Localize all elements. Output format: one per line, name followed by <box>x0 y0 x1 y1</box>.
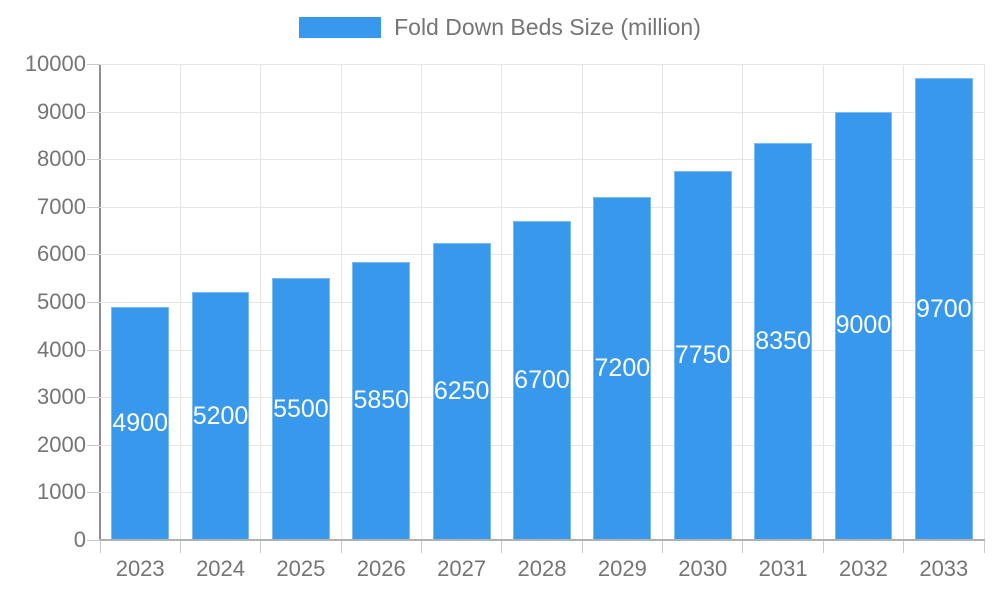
legend-swatch-icon <box>299 17 382 38</box>
y-tick-label: 1000 <box>37 479 86 505</box>
bar-value-label: 7200 <box>594 354 651 383</box>
legend-item[interactable]: Fold Down Beds Size (million) <box>299 14 701 41</box>
v-gridline <box>903 64 905 540</box>
bar-value-label: 7750 <box>674 341 731 370</box>
plot-area: 4900 5200 5500 5850 6250 6700 7200 7750 8350 9000… <box>100 64 985 540</box>
x-tick-label: 2033 <box>919 556 969 581</box>
bar-value-label: 5200 <box>192 401 249 430</box>
bar-2025[interactable]: 5500 <box>271 278 330 540</box>
x-tick-mark <box>983 541 985 553</box>
x-tick-mark <box>581 541 583 553</box>
v-gridline <box>662 64 664 540</box>
x-tick-mark <box>420 541 422 553</box>
bar-2023[interactable]: 4900 <box>111 306 170 540</box>
y-tick-mark <box>87 540 100 541</box>
y-tick-label: 4000 <box>37 336 86 362</box>
bar-value-label: 4900 <box>112 408 168 437</box>
bar-value-label: 5500 <box>273 394 329 423</box>
v-gridline <box>742 64 744 540</box>
x-tick-mark <box>903 541 905 553</box>
v-gridline <box>260 64 262 540</box>
x-tick-label: 2030 <box>678 556 728 581</box>
y-tick-mark <box>87 159 100 161</box>
v-gridline <box>420 64 422 540</box>
bar-2029[interactable]: 7200 <box>593 197 652 540</box>
y-tick-label: 9000 <box>37 98 86 124</box>
x-tick-label: 2024 <box>196 556 246 581</box>
x-axis-line <box>99 539 985 541</box>
y-tick-label: 3000 <box>37 384 86 410</box>
h-gridline <box>100 111 984 113</box>
y-tick-label: 2000 <box>37 431 86 457</box>
v-gridline <box>501 64 503 540</box>
h-gridline <box>100 64 984 65</box>
h-gridline <box>100 159 984 161</box>
y-tick-mark <box>87 302 100 303</box>
v-gridline <box>822 64 824 540</box>
bar-2032[interactable]: 9000 <box>834 111 893 540</box>
y-tick-mark <box>87 206 100 208</box>
h-gridline <box>100 206 984 208</box>
y-tick-label: 5000 <box>37 289 86 314</box>
bar-2026[interactable]: 5850 <box>352 261 411 540</box>
x-tick-label: 2027 <box>437 556 487 581</box>
y-tick-mark <box>87 64 100 65</box>
x-tick-mark <box>501 541 503 553</box>
x-tick-mark <box>340 541 342 553</box>
bar-2030[interactable]: 7750 <box>673 171 732 540</box>
y-tick-mark <box>87 444 100 446</box>
bar-value-label: 5850 <box>353 386 410 415</box>
v-gridline <box>179 64 181 540</box>
x-tick-label: 2029 <box>597 556 647 581</box>
x-tick-label: 2023 <box>115 556 165 581</box>
x-tick-mark <box>662 541 664 553</box>
bar-value-label: 9700 <box>915 294 972 323</box>
y-tick-mark <box>87 492 100 494</box>
bar-2027[interactable]: 6250 <box>432 242 491 540</box>
y-tick-label: 8000 <box>37 146 86 172</box>
x-tick-label: 2031 <box>758 556 808 581</box>
y-tick-label: 6000 <box>37 241 86 267</box>
legend: Fold Down Beds Size (million) <box>0 14 1000 41</box>
y-tick-mark <box>87 349 100 351</box>
bar-value-label: 9000 <box>835 311 892 340</box>
bar-2028[interactable]: 6700 <box>513 221 571 540</box>
bar-2024[interactable]: 5200 <box>191 292 250 540</box>
x-tick-mark <box>260 541 262 553</box>
x-tick-mark <box>742 541 744 553</box>
x-tick-mark <box>822 541 824 553</box>
bar-value-label: 8350 <box>755 326 811 355</box>
bar-2031[interactable]: 8350 <box>754 142 813 540</box>
y-tick-label: 10000 <box>24 51 86 76</box>
v-gridline <box>983 64 985 540</box>
y-tick-mark <box>87 397 100 399</box>
y-tick-mark <box>87 254 100 256</box>
x-tick-label: 2032 <box>838 556 888 581</box>
x-tick-mark <box>99 541 101 553</box>
v-gridline <box>340 64 342 540</box>
v-gridline <box>581 64 583 540</box>
x-tick-label: 2026 <box>356 556 406 581</box>
y-tick-label: 7000 <box>37 193 86 219</box>
bar-2033[interactable]: 9700 <box>914 78 973 540</box>
x-tick-mark <box>179 541 181 553</box>
x-tick-label: 2025 <box>276 556 326 581</box>
y-tick-mark <box>87 111 100 113</box>
bar-value-label: 6250 <box>433 376 490 405</box>
y-tick-label: 0 <box>73 527 86 552</box>
bar-value-label: 6700 <box>514 366 570 395</box>
x-tick-label: 2028 <box>517 556 567 581</box>
legend-label: Fold Down Beds Size (million) <box>394 14 701 40</box>
